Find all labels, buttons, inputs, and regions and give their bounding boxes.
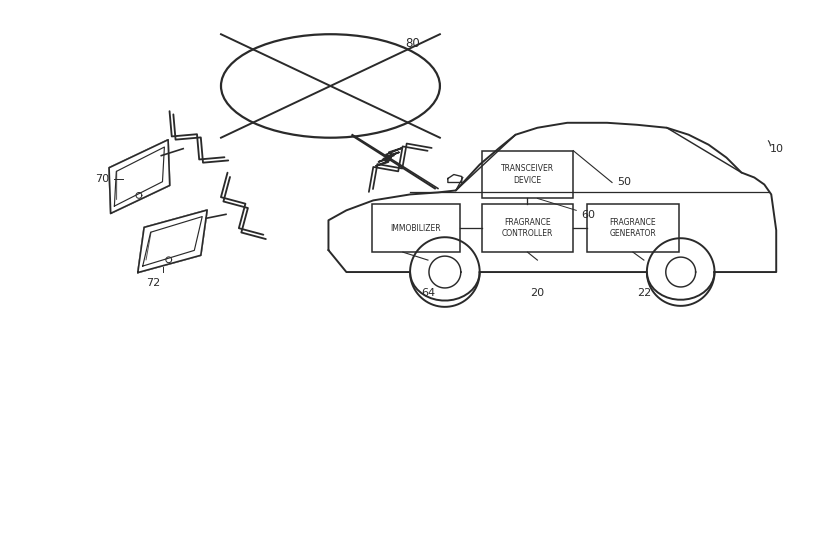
Text: 10: 10 — [770, 144, 785, 153]
FancyBboxPatch shape — [481, 151, 573, 198]
FancyBboxPatch shape — [481, 204, 573, 252]
Text: 80: 80 — [405, 37, 420, 50]
Text: FRAGRANCE
CONTROLLER: FRAGRANCE CONTROLLER — [501, 218, 554, 239]
Text: 64: 64 — [421, 288, 435, 298]
Text: FRAGRANCE
GENERATOR: FRAGRANCE GENERATOR — [610, 218, 656, 239]
Text: 50: 50 — [617, 178, 631, 188]
Text: IMMOBILIZER: IMMOBILIZER — [391, 224, 441, 233]
FancyBboxPatch shape — [587, 204, 679, 252]
Text: 70: 70 — [96, 174, 109, 184]
Text: 22: 22 — [637, 288, 651, 298]
Polygon shape — [138, 210, 207, 273]
Polygon shape — [109, 140, 170, 213]
Text: 60: 60 — [581, 211, 596, 220]
Text: 20: 20 — [530, 288, 544, 298]
Text: 72: 72 — [146, 278, 160, 288]
FancyBboxPatch shape — [372, 204, 459, 252]
Text: TRANSCEIVER
DEVICE: TRANSCEIVER DEVICE — [501, 165, 554, 185]
